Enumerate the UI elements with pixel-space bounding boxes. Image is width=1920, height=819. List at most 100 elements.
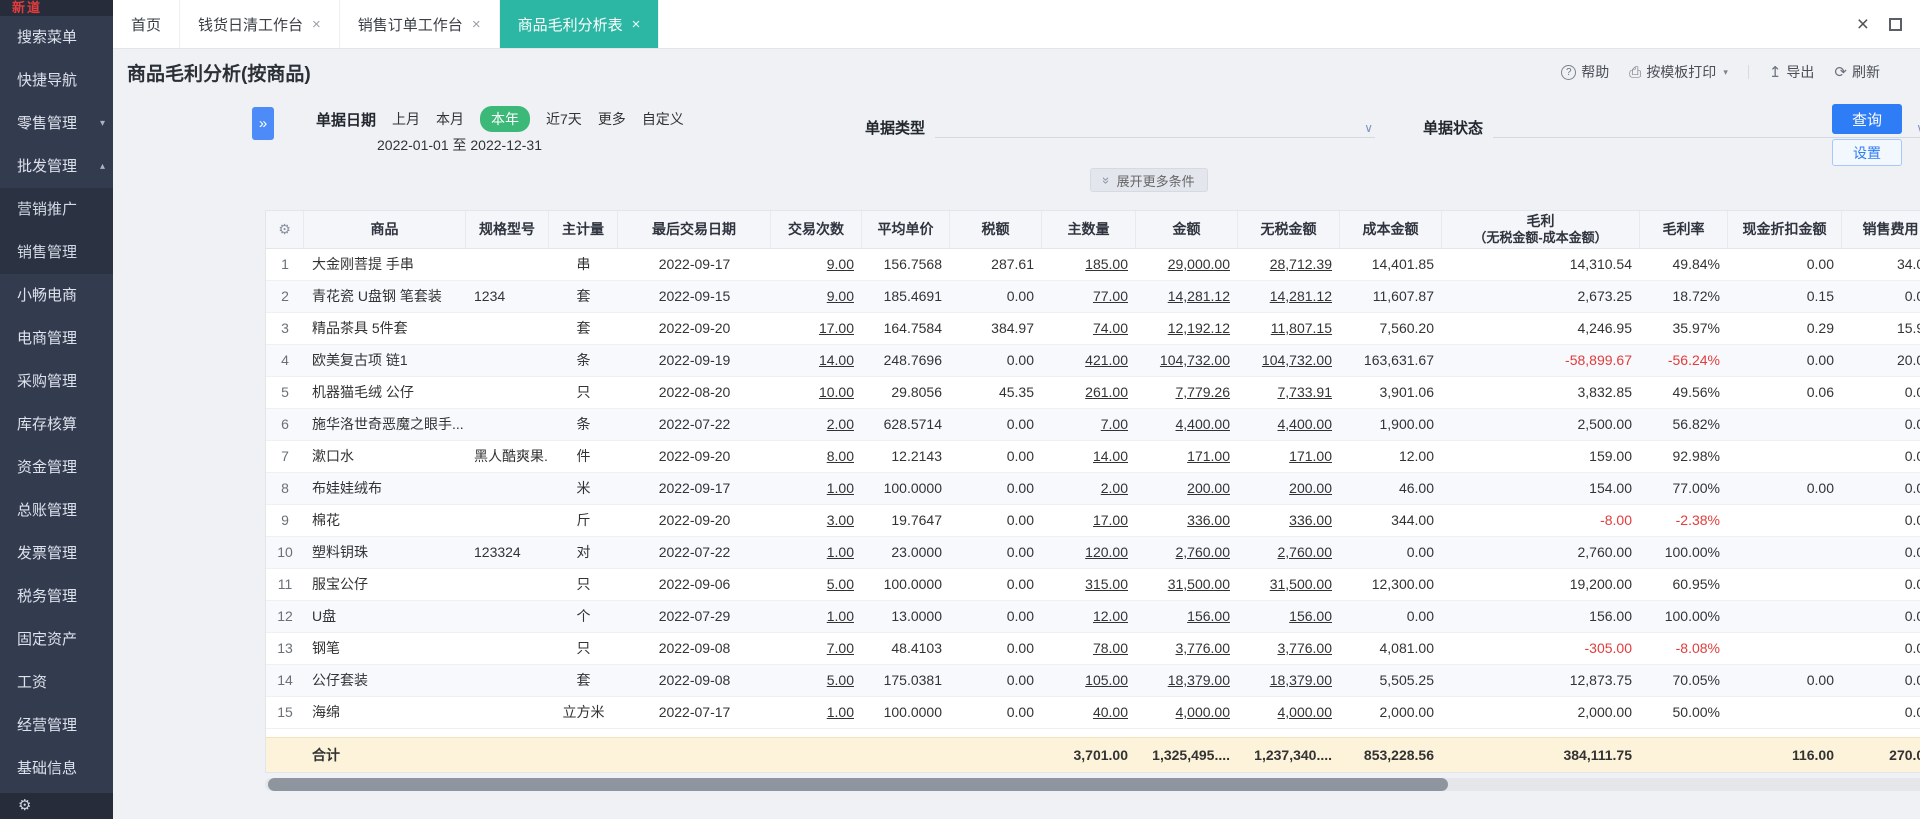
column-header-avg_price[interactable]: 平均单价 [862, 211, 950, 248]
cell-qty[interactable]: 421.00 [1085, 352, 1128, 368]
column-header-qty[interactable]: 主数量 [1042, 211, 1136, 248]
sidebar-item-搜索菜单[interactable]: 搜索菜单 [0, 16, 113, 59]
cell-amount[interactable]: 2,760.00 [1175, 544, 1231, 560]
cell-tx_count[interactable]: 10.00 [818, 384, 854, 400]
scrollbar-thumb[interactable] [268, 778, 1449, 791]
column-header-gross_margin[interactable]: 毛利率 [1640, 211, 1728, 248]
column-header-amount[interactable]: 金额 [1136, 211, 1238, 248]
cell-tx_count[interactable]: 1.00 [826, 544, 854, 560]
sidebar-item-工资[interactable]: 工资 [0, 661, 113, 704]
fullscreen-icon[interactable] [1889, 17, 1902, 31]
cell-tx_count[interactable]: 1.00 [826, 480, 854, 496]
print-by-template-button[interactable]: ⎙ 按模板打印 ▾ [1629, 62, 1728, 82]
horizontal-scrollbar[interactable] [265, 778, 1920, 791]
export-button[interactable]: ↥ 导出 [1769, 62, 1815, 82]
cell-net_amount[interactable]: 156.00 [1289, 608, 1332, 624]
cell-tx_count[interactable]: 9.00 [826, 288, 854, 304]
sidebar-item-资金管理[interactable]: 资金管理 [0, 446, 113, 489]
doc-type-select[interactable]: ∨ [935, 114, 1376, 138]
cell-qty[interactable]: 74.00 [1092, 320, 1128, 336]
cell-tx_count[interactable]: 2.00 [826, 416, 854, 432]
cell-qty[interactable]: 14.00 [1092, 448, 1128, 464]
column-header-sales_expense[interactable]: 销售费用 [1842, 211, 1920, 248]
sidebar-item-经营管理[interactable]: 经营管理 [0, 704, 113, 747]
query-button[interactable]: 查询 [1832, 104, 1902, 134]
column-header-last_date[interactable]: 最后交易日期 [618, 211, 771, 248]
cell-amount[interactable]: 3,776.00 [1175, 640, 1231, 656]
cell-tx_count[interactable]: 7.00 [826, 640, 854, 656]
column-header-spec[interactable]: 规格型号 [466, 211, 549, 248]
tab-close-icon[interactable]: × [312, 15, 321, 33]
column-header-tax[interactable]: 税额 [950, 211, 1042, 248]
quick-option-更多[interactable]: 更多 [597, 111, 626, 127]
cell-net_amount[interactable]: 104,732.00 [1261, 352, 1332, 368]
sidebar-item-税务管理[interactable]: 税务管理 [0, 575, 113, 618]
cell-tx_count[interactable]: 5.00 [826, 576, 854, 592]
cell-qty[interactable]: 17.00 [1092, 512, 1128, 528]
refresh-button[interactable]: ⟳ 刷新 [1834, 62, 1880, 82]
cell-qty[interactable]: 77.00 [1092, 288, 1128, 304]
cell-amount[interactable]: 156.00 [1187, 608, 1230, 624]
sidebar-item-零售管理[interactable]: 零售管理 ▾ [0, 102, 113, 145]
settings-button[interactable]: 设置 [1832, 139, 1902, 166]
cell-amount[interactable]: 18,379.00 [1167, 672, 1230, 688]
sidebar-item-基础信息[interactable]: 基础信息 [0, 747, 113, 790]
cell-net_amount[interactable]: 2,760.00 [1277, 544, 1333, 560]
cell-net_amount[interactable]: 28,712.39 [1269, 256, 1332, 272]
settings-gear-icon[interactable]: ⚙ [18, 797, 32, 814]
cell-qty[interactable]: 2.00 [1100, 480, 1128, 496]
quick-option-本月[interactable]: 本月 [436, 111, 465, 127]
cell-net_amount[interactable]: 336.00 [1289, 512, 1332, 528]
quick-option-自定义[interactable]: 自定义 [641, 111, 684, 127]
sidebar-item-固定资产[interactable]: 固定资产 [0, 618, 113, 661]
sidebar-item-批发管理[interactable]: 批发管理 ▴ [0, 145, 113, 188]
cell-net_amount[interactable]: 18,379.00 [1269, 672, 1332, 688]
sidebar-item-快捷导航[interactable]: 快捷导航 [0, 59, 113, 102]
cell-net_amount[interactable]: 31,500.00 [1269, 576, 1332, 592]
tab-首页[interactable]: 首页 [113, 0, 181, 48]
cell-amount[interactable]: 14,281.12 [1167, 288, 1230, 304]
cell-net_amount[interactable]: 4,400.00 [1277, 416, 1333, 432]
cell-tx_count[interactable]: 8.00 [826, 448, 854, 464]
column-header-product[interactable]: 商品 [304, 211, 466, 248]
cell-tx_count[interactable]: 17.00 [818, 320, 854, 336]
cell-qty[interactable]: 261.00 [1085, 384, 1128, 400]
doc-status-select[interactable]: ∨ [1493, 114, 1920, 138]
cell-qty[interactable]: 315.00 [1085, 576, 1128, 592]
cell-amount[interactable]: 29,000.00 [1167, 256, 1230, 272]
sidebar-item-营销推广[interactable]: 营销推广 [0, 188, 113, 231]
cell-qty[interactable]: 7.00 [1100, 416, 1128, 432]
cell-amount[interactable]: 31,500.00 [1167, 576, 1230, 592]
close-icon[interactable]: × [1856, 12, 1869, 36]
cell-amount[interactable]: 200.00 [1187, 480, 1230, 496]
cell-tx_count[interactable]: 3.00 [826, 512, 854, 528]
tab-商品毛利分析表[interactable]: 商品毛利分析表 × [499, 0, 660, 48]
quick-option-本年[interactable]: 本年 [480, 106, 531, 132]
cell-tx_count[interactable]: 9.00 [826, 256, 854, 272]
column-header-cost[interactable]: 成本金额 [1340, 211, 1442, 248]
cell-net_amount[interactable]: 3,776.00 [1277, 640, 1333, 656]
cell-amount[interactable]: 336.00 [1187, 512, 1230, 528]
column-header-cash_discount[interactable]: 现金折扣金额 [1728, 211, 1842, 248]
cell-amount[interactable]: 171.00 [1187, 448, 1230, 464]
cell-amount[interactable]: 7,779.26 [1175, 384, 1231, 400]
cell-amount[interactable]: 104,732.00 [1159, 352, 1230, 368]
column-header-unit[interactable]: 主计量 [549, 211, 618, 248]
cell-qty[interactable]: 12.00 [1092, 608, 1128, 624]
cell-net_amount[interactable]: 171.00 [1289, 448, 1332, 464]
column-settings-gear-icon[interactable]: ⚙ [278, 221, 291, 238]
quick-option-上月[interactable]: 上月 [392, 111, 421, 127]
tab-close-icon[interactable]: × [631, 15, 641, 33]
quick-option-近7天[interactable]: 近7天 [546, 111, 582, 127]
cell-amount[interactable]: 4,000.00 [1175, 704, 1231, 720]
expand-more-button[interactable]: » 展开更多条件 [1090, 168, 1208, 192]
cell-qty[interactable]: 40.00 [1092, 704, 1128, 720]
column-header-tx_count[interactable]: 交易次数 [771, 211, 862, 248]
cell-net_amount[interactable]: 14,281.12 [1269, 288, 1332, 304]
column-header-gross_profit[interactable]: 毛利 （无税金额-成本金额） [1442, 211, 1640, 248]
cell-qty[interactable]: 120.00 [1085, 544, 1128, 560]
help-button[interactable]: ? 帮助 [1561, 62, 1609, 82]
sidebar-item-销售管理[interactable]: 销售管理 [0, 231, 113, 274]
sidebar-item-小畅电商[interactable]: 小畅电商 [0, 274, 113, 317]
date-range-text[interactable]: 2022-01-01 至 2022-12-31 [377, 137, 543, 153]
